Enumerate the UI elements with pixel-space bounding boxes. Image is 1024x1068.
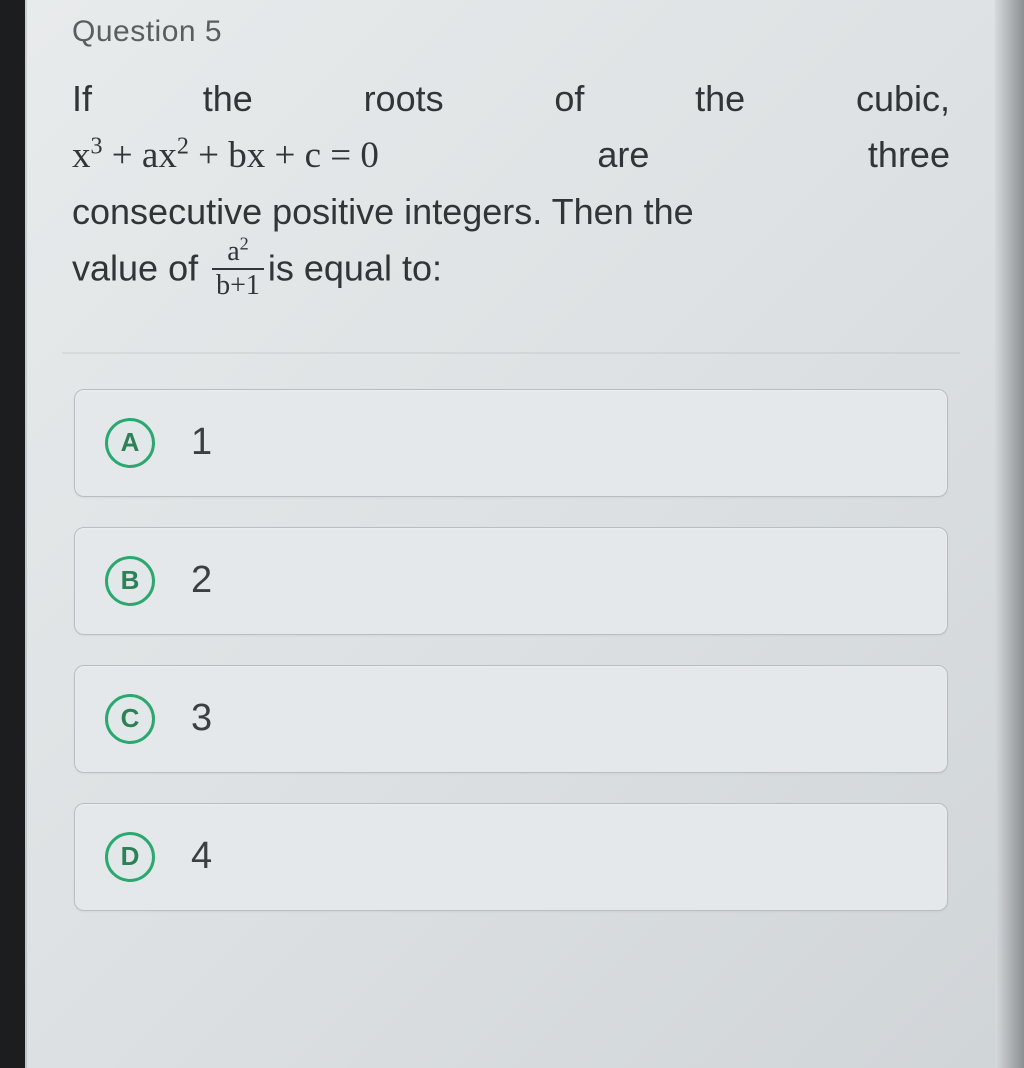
question-line-2: x3 + ax2 + bx + c = 0 are three xyxy=(72,127,950,184)
option-badge: B xyxy=(105,556,155,606)
option-badge: A xyxy=(105,418,155,468)
word: roots xyxy=(364,71,444,127)
question-line-3: consecutive positive integers. Then the xyxy=(72,184,950,240)
num-base: a xyxy=(227,236,239,267)
option-value: 2 xyxy=(191,559,212,602)
device-frame-right xyxy=(994,0,1024,1068)
option-value: 1 xyxy=(191,421,212,464)
option-badge: C xyxy=(105,694,155,744)
eq-exponent: 2 xyxy=(177,133,189,159)
options-list: A 1 B 2 C 3 D 4 xyxy=(72,389,950,911)
line4-suffix: is equal to: xyxy=(268,247,442,288)
question-line-4: value of a2b+1is equal to: xyxy=(72,240,950,302)
divider xyxy=(62,352,960,354)
eq-part: + bx + c = 0 xyxy=(189,135,379,176)
cubic-equation: x3 + ax2 + bx + c = 0 xyxy=(72,127,379,184)
option-badge: D xyxy=(105,832,155,882)
word: are xyxy=(597,127,649,183)
word: the xyxy=(695,71,745,127)
word: If xyxy=(72,71,92,127)
word: cubic, xyxy=(856,71,950,127)
fraction: a2b+1 xyxy=(212,238,264,300)
eq-part: x xyxy=(72,135,91,176)
question-page: Question 5 If the roots of the cubic, x3… xyxy=(25,0,995,1068)
word: of xyxy=(554,71,584,127)
option-value: 4 xyxy=(191,835,212,878)
option-b[interactable]: B 2 xyxy=(74,527,948,635)
eq-part: + ax xyxy=(103,135,177,176)
fraction-numerator: a2 xyxy=(212,238,264,270)
option-a[interactable]: A 1 xyxy=(74,389,948,497)
eq-exponent: 3 xyxy=(91,133,103,159)
fraction-denominator: b+1 xyxy=(212,270,264,300)
device-frame-left xyxy=(0,0,25,1068)
option-c[interactable]: C 3 xyxy=(74,665,948,773)
word: the xyxy=(203,71,253,127)
question-number: Question 5 xyxy=(72,15,950,49)
num-exponent: 2 xyxy=(240,234,249,254)
option-d[interactable]: D 4 xyxy=(74,803,948,911)
word: three xyxy=(868,127,950,183)
option-value: 3 xyxy=(191,697,212,740)
line4-prefix: value of xyxy=(72,247,208,288)
question-line-1: If the roots of the cubic, xyxy=(72,71,950,127)
question-text: If the roots of the cubic, x3 + ax2 + bx… xyxy=(72,71,950,302)
